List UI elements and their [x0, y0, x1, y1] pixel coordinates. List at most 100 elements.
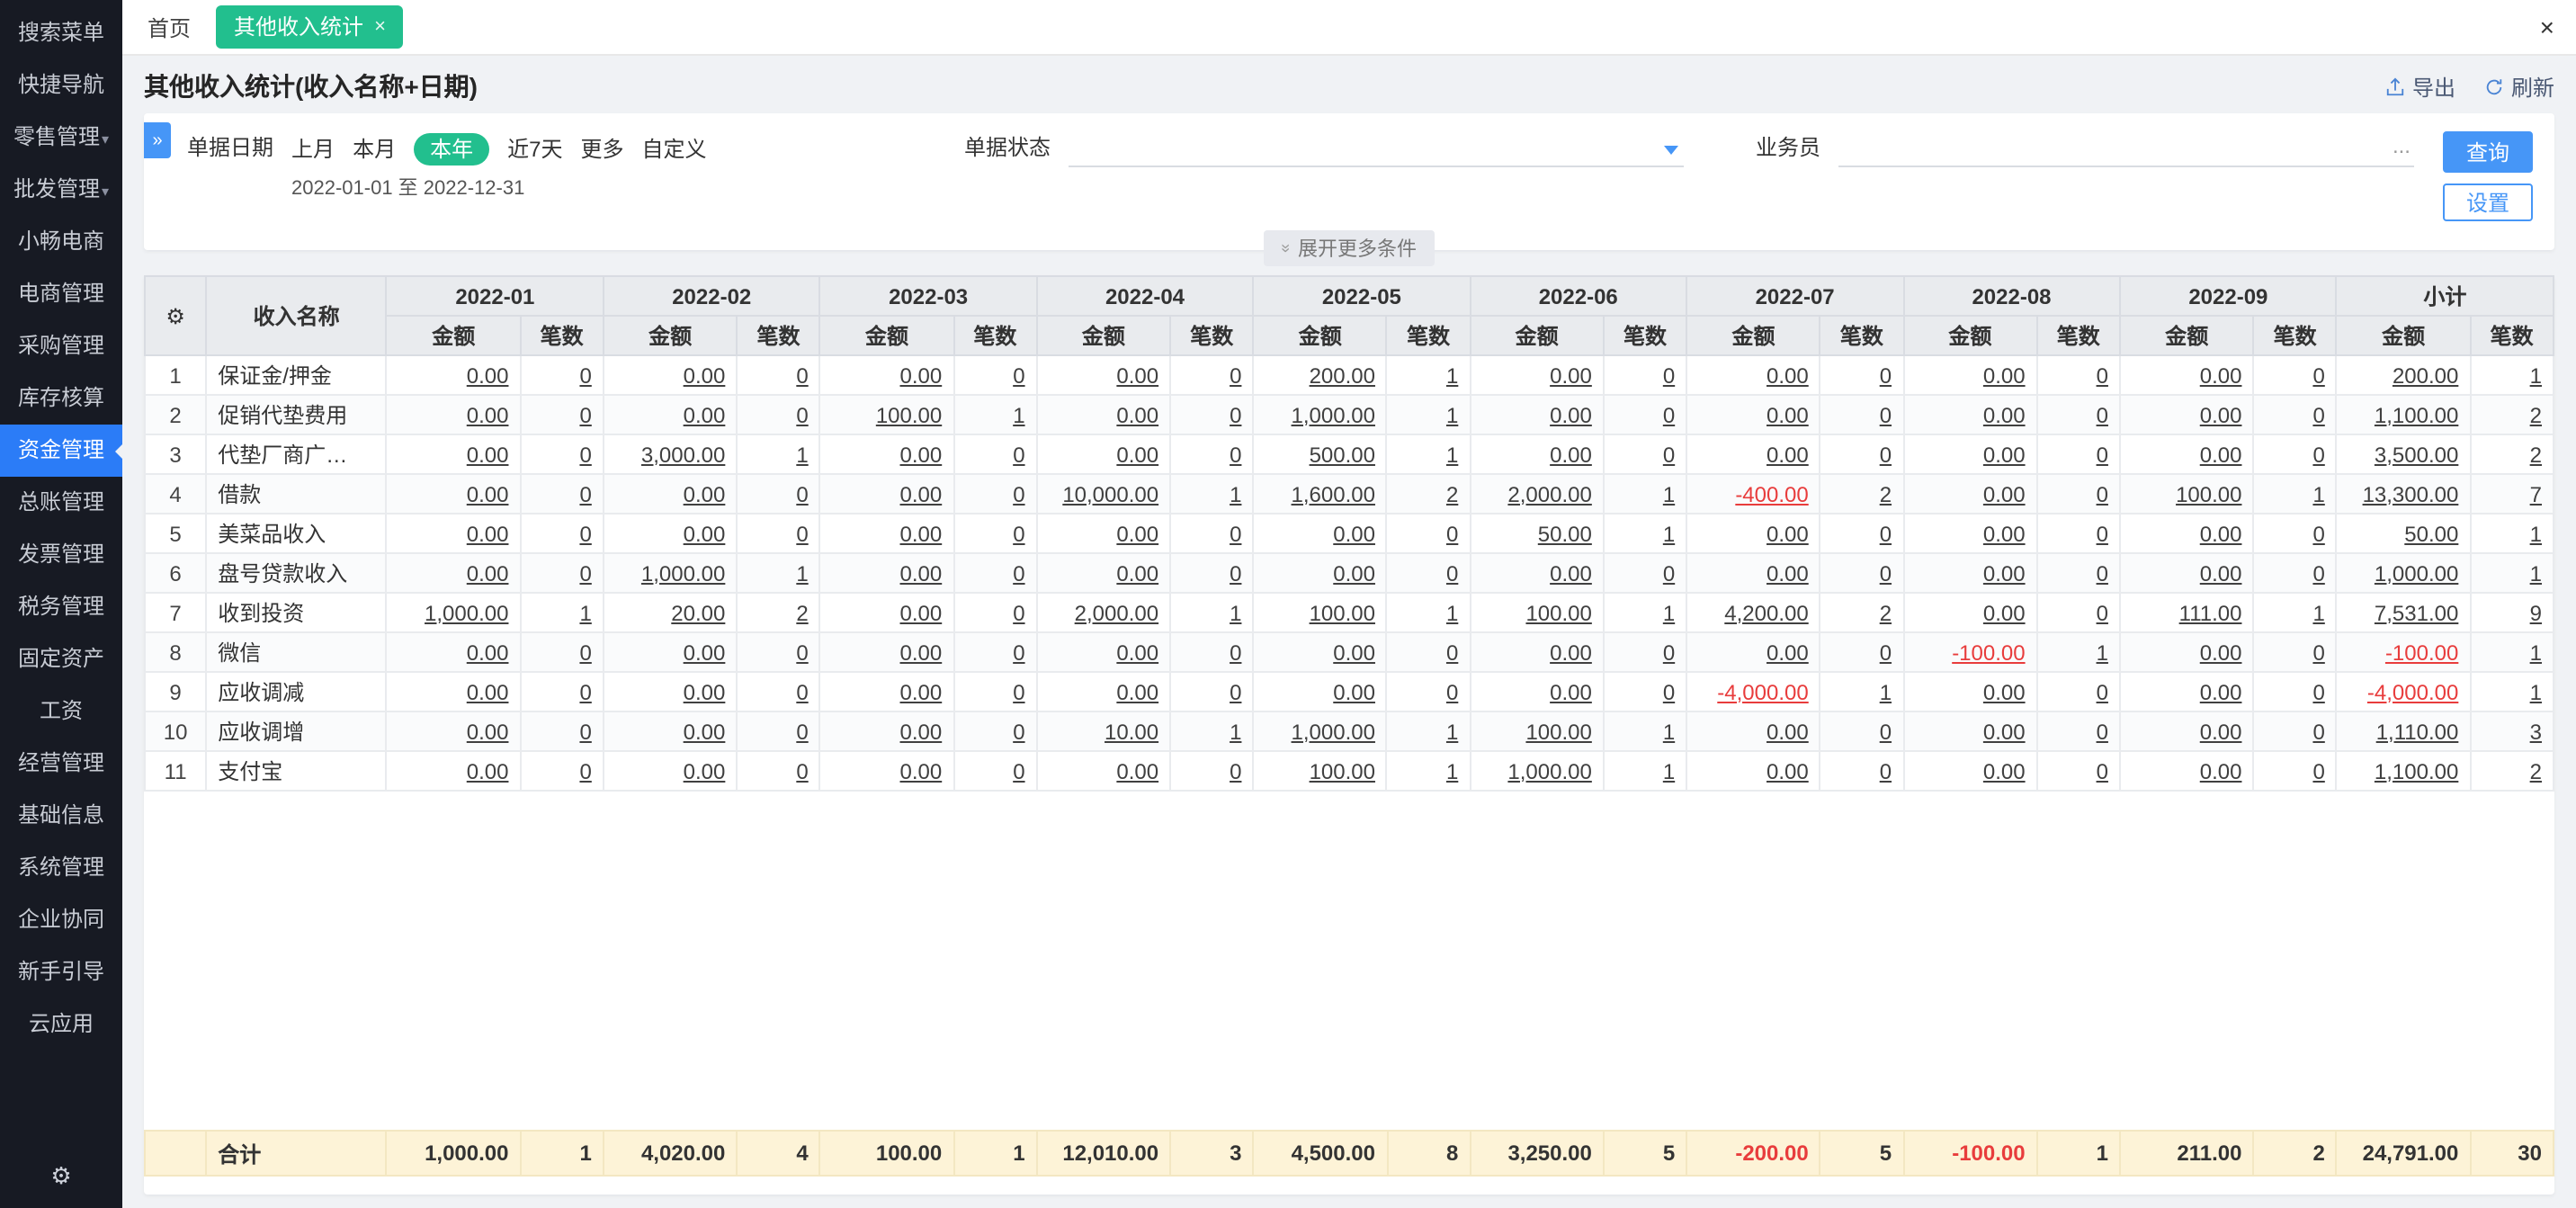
amount-link[interactable]: 0.00 — [1767, 402, 1809, 427]
count-link[interactable]: 1 — [1662, 758, 1676, 783]
count-link[interactable]: 0 — [579, 521, 592, 546]
count-link[interactable]: 0 — [2096, 442, 2108, 467]
amount-link[interactable]: 0.00 — [1116, 679, 1159, 704]
count-link[interactable]: 2 — [2529, 402, 2542, 427]
amount-link[interactable]: 200.00 — [1309, 362, 1375, 388]
count-link[interactable]: 0 — [1662, 402, 1676, 427]
count-link[interactable]: 0 — [2312, 719, 2325, 744]
count-link[interactable]: 0 — [1662, 442, 1676, 467]
amount-link[interactable]: 0.00 — [1333, 560, 1375, 586]
lookup-ellipsis-icon[interactable]: ... — [2392, 133, 2411, 158]
amount-link[interactable]: 20.00 — [671, 600, 726, 625]
date-option-近7天[interactable]: 近7天 — [507, 137, 563, 162]
amount-link[interactable]: 100.00 — [1525, 600, 1592, 625]
amount-link[interactable]: 0.00 — [1767, 362, 1809, 388]
sidebar-item-系统管理[interactable]: 系统管理 — [17, 855, 104, 880]
amount-link[interactable]: 0.00 — [1333, 679, 1375, 704]
amount-link[interactable]: 0.00 — [1767, 640, 1809, 665]
count-link[interactable]: 0 — [2312, 679, 2325, 704]
sidebar-item-税务管理[interactable]: 税务管理 — [17, 594, 104, 619]
amount-link[interactable]: -4,000.00 — [2366, 679, 2459, 704]
count-link[interactable]: 0 — [2312, 442, 2325, 467]
count-link[interactable]: 0 — [2096, 679, 2108, 704]
amount-link[interactable]: 1,100.00 — [2374, 758, 2459, 783]
amount-link[interactable]: 1,000.00 — [425, 600, 509, 625]
date-range-text[interactable]: 2022-01-01 至 2022-12-31 — [291, 178, 525, 200]
amount-link[interactable]: 0.00 — [899, 679, 943, 704]
amount-link[interactable]: 0.00 — [2199, 758, 2242, 783]
amount-link[interactable]: 0.00 — [899, 758, 943, 783]
count-link[interactable]: 1 — [2529, 521, 2542, 546]
count-link[interactable]: 0 — [1230, 560, 1242, 586]
amount-link[interactable]: 3,500.00 — [2374, 442, 2459, 467]
count-link[interactable]: 0 — [2096, 719, 2108, 744]
amount-link[interactable]: 0.00 — [2199, 679, 2242, 704]
amount-link[interactable]: 1,110.00 — [2375, 719, 2459, 744]
amount-link[interactable]: 100.00 — [1309, 758, 1375, 783]
amount-link[interactable]: 0.00 — [1333, 521, 1375, 546]
count-link[interactable]: 0 — [2096, 521, 2108, 546]
settings-button[interactable]: 设置 — [2442, 183, 2533, 221]
amount-link[interactable]: 0.00 — [683, 521, 726, 546]
amount-link[interactable]: 1,000.00 — [640, 560, 726, 586]
count-link[interactable]: 2 — [1445, 481, 1459, 506]
count-link[interactable]: 1 — [2529, 640, 2542, 665]
amount-link[interactable]: 1,000.00 — [2374, 560, 2459, 586]
count-link[interactable]: 0 — [579, 719, 592, 744]
count-link[interactable]: 2 — [796, 600, 809, 625]
count-link[interactable]: 1 — [1662, 719, 1676, 744]
amount-link[interactable]: 0.00 — [1116, 521, 1159, 546]
status-select[interactable] — [1069, 131, 1684, 167]
amount-link[interactable]: 0.00 — [1982, 481, 2026, 506]
count-link[interactable]: 0 — [1013, 442, 1025, 467]
sidebar-item-工资[interactable]: 工资 — [39, 698, 83, 723]
count-link[interactable]: 1 — [2529, 560, 2542, 586]
amount-link[interactable]: 0.00 — [2199, 362, 2242, 388]
count-link[interactable]: 0 — [1013, 640, 1025, 665]
date-option-自定义[interactable]: 自定义 — [641, 137, 707, 162]
sidebar-item-基础信息[interactable]: 基础信息 — [17, 802, 104, 828]
amount-link[interactable]: 200.00 — [2392, 362, 2459, 388]
amount-link[interactable]: 0.00 — [1982, 600, 2026, 625]
count-link[interactable]: 1 — [1445, 719, 1459, 744]
amount-link[interactable]: 100.00 — [1309, 600, 1375, 625]
count-link[interactable]: 1 — [2096, 640, 2108, 665]
expand-more-conditions-button[interactable]: » 展开更多条件 — [1263, 230, 1436, 266]
amount-link[interactable]: 0.00 — [1982, 442, 2026, 467]
count-link[interactable]: 0 — [1230, 640, 1242, 665]
count-link[interactable]: 0 — [1662, 679, 1676, 704]
amount-link[interactable]: 0.00 — [466, 481, 509, 506]
sidebar-item-电商管理[interactable]: 电商管理 — [17, 281, 104, 306]
amount-link[interactable]: 0.00 — [2199, 640, 2242, 665]
amount-link[interactable]: 0.00 — [2199, 521, 2242, 546]
count-link[interactable]: 1 — [2312, 481, 2325, 506]
amount-link[interactable]: 10,000.00 — [1062, 481, 1159, 506]
sidebar-settings-gear-icon[interactable]: ⚙ — [50, 1162, 72, 1189]
tab-home[interactable]: 首页 — [148, 15, 192, 40]
sidebar-item-零售管理[interactable]: 零售管理 ▾ — [13, 124, 110, 149]
count-link[interactable]: 0 — [2312, 758, 2325, 783]
amount-link[interactable]: 0.00 — [1982, 719, 2026, 744]
count-link[interactable]: 0 — [1230, 521, 1242, 546]
amount-link[interactable]: 0.00 — [466, 442, 509, 467]
sidebar-item-快捷导航[interactable]: 快捷导航 — [17, 72, 104, 97]
count-link[interactable]: 0 — [1445, 679, 1459, 704]
count-link[interactable]: 0 — [579, 442, 592, 467]
count-link[interactable]: 0 — [579, 402, 592, 427]
count-link[interactable]: 0 — [1879, 560, 1892, 586]
date-option-本年[interactable]: 本年 — [414, 132, 490, 165]
count-link[interactable]: 1 — [1230, 600, 1242, 625]
sidebar-item-批发管理[interactable]: 批发管理 ▾ — [13, 176, 110, 201]
amount-link[interactable]: 4,200.00 — [1724, 600, 1809, 625]
amount-link[interactable]: -4,000.00 — [1717, 679, 1809, 704]
sidebar-item-搜索菜单[interactable]: 搜索菜单 — [17, 20, 104, 45]
count-link[interactable]: 0 — [1230, 362, 1242, 388]
count-link[interactable]: 1 — [1230, 719, 1242, 744]
count-link[interactable]: 0 — [2096, 758, 2108, 783]
amount-link[interactable]: 3,000.00 — [640, 442, 726, 467]
count-link[interactable]: 0 — [2096, 600, 2108, 625]
count-link[interactable]: 0 — [2312, 560, 2325, 586]
count-link[interactable]: 1 — [1013, 402, 1025, 427]
count-link[interactable]: 0 — [1230, 442, 1242, 467]
count-link[interactable]: 0 — [579, 481, 592, 506]
